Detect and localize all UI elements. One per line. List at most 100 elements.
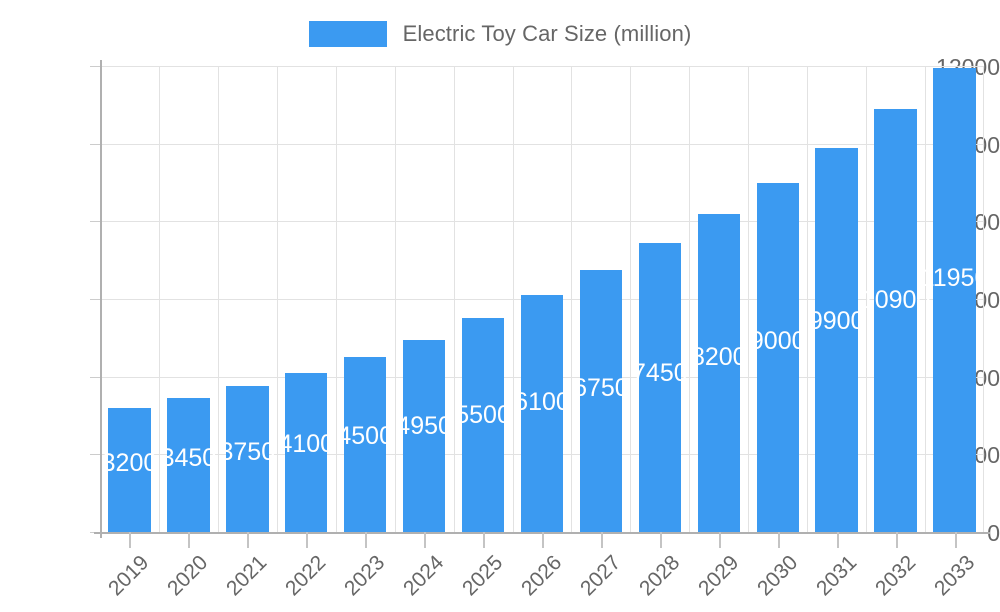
bar[interactable] [638, 242, 682, 532]
bar-group[interactable]: 4100 [278, 66, 334, 532]
x-tick-label: 2029 [693, 551, 744, 601]
y-tick-mark [90, 376, 100, 378]
x-gridline [218, 66, 219, 532]
x-gridline [689, 66, 690, 532]
x-tick-mark [954, 532, 957, 548]
bar[interactable] [874, 108, 917, 532]
bar[interactable] [343, 357, 387, 532]
bar-group[interactable]: 11950 [921, 66, 984, 532]
x-tick-mark [483, 532, 486, 548]
bar[interactable] [402, 339, 446, 532]
bar[interactable] [815, 147, 858, 532]
x-tick-mark [895, 532, 898, 548]
bar[interactable] [167, 398, 210, 532]
x-tick-mark [306, 532, 309, 548]
x-gridline [925, 66, 926, 532]
bar[interactable] [697, 213, 740, 532]
bar-value-label: 4950 [396, 412, 452, 441]
x-tick-label: 2026 [516, 551, 567, 601]
bar-value-label: 10900 [860, 286, 931, 315]
bar[interactable] [461, 318, 505, 532]
x-gridline [454, 66, 455, 532]
bar-group[interactable]: 10900 [861, 66, 930, 532]
bar-value-label: 3200 [101, 449, 158, 478]
x-gridline [571, 66, 572, 532]
bar-value-label: 9900 [808, 307, 865, 336]
x-gridline [630, 66, 631, 532]
bar-group[interactable]: 9000 [750, 66, 806, 532]
x-tick-mark [600, 532, 603, 548]
bar-group[interactable]: 5500 [455, 66, 511, 532]
y-gridline [100, 66, 984, 67]
bar-value-label: 8200 [690, 343, 747, 372]
bar[interactable] [520, 295, 564, 532]
legend-series-label: Electric Toy Car Size (million) [402, 21, 692, 46]
x-tick-mark [718, 532, 721, 548]
x-tick-label: 2019 [104, 551, 154, 601]
x-gridline [513, 66, 514, 532]
legend-color-swatch [308, 21, 387, 47]
bar-value-label: 9000 [749, 326, 806, 355]
bar-group[interactable]: 6100 [514, 66, 570, 532]
x-gridline [807, 66, 808, 532]
bar-group[interactable]: 4950 [396, 66, 452, 532]
x-tick-label: 2030 [752, 551, 802, 601]
bar-group[interactable]: 8200 [691, 66, 747, 532]
bar-group[interactable]: 3750 [220, 66, 275, 532]
x-tick-label: 2033 [929, 551, 979, 601]
y-gridline [100, 221, 984, 223]
bar-group[interactable]: 9900 [809, 66, 864, 532]
x-tick-mark [659, 532, 662, 548]
y-tick-mark [90, 221, 100, 223]
bar[interactable] [285, 372, 328, 532]
x-tick-mark [188, 532, 191, 548]
bar-group[interactable]: 3450 [161, 66, 216, 532]
y-gridline [100, 143, 984, 145]
x-tick-label: 2020 [163, 551, 213, 601]
x-tick-mark [542, 532, 544, 548]
y-tick-label: 0 [987, 520, 1000, 546]
bar-group[interactable]: 7450 [632, 66, 688, 532]
x-tick-label: 2025 [458, 551, 508, 601]
bar-value-label: 4500 [337, 421, 393, 450]
x-tick-label: 2023 [340, 551, 390, 601]
bar[interactable] [226, 386, 269, 532]
bar-value-label: 6100 [514, 387, 570, 416]
x-tick-mark [836, 532, 839, 548]
x-tick-label: 2027 [575, 551, 626, 601]
bar-value-label: 11950 [920, 264, 984, 293]
y-tick-mark [90, 454, 100, 456]
y-tick-mark [90, 66, 100, 67]
x-gridline [277, 66, 278, 532]
x-tick-label: 2024 [399, 551, 449, 601]
x-gridline [748, 66, 749, 532]
bar[interactable] [933, 67, 976, 532]
x-tick-label: 2031 [811, 551, 861, 601]
bar[interactable] [108, 407, 151, 532]
x-tick-label: 2022 [281, 551, 331, 601]
x-tick-mark [247, 532, 250, 548]
bar-group[interactable]: 3200 [102, 66, 157, 532]
bar-value-label: 3450 [160, 443, 217, 472]
bar[interactable] [579, 269, 623, 532]
bar-value-label: 6750 [573, 374, 629, 403]
chart-legend: Electric Toy Car Size (million) [0, 14, 1000, 54]
x-gridline [159, 66, 160, 532]
x-tick-mark [129, 532, 132, 548]
x-tick-label: 2032 [870, 551, 920, 601]
bar-value-label: 4100 [278, 430, 335, 459]
x-gridline [983, 66, 984, 532]
x-gridline [395, 66, 396, 532]
x-tick-label: 2028 [634, 551, 685, 601]
bar-group[interactable]: 4500 [337, 66, 393, 532]
bar-value-label: 3750 [219, 437, 276, 466]
bar[interactable] [756, 182, 799, 532]
x-tick-mark [365, 532, 368, 548]
bar-group[interactable]: 6750 [573, 66, 629, 532]
x-tick-mark [777, 532, 780, 548]
x-tick-label: 2021 [222, 551, 272, 601]
x-gridline [336, 66, 337, 532]
x-gridline [866, 66, 867, 532]
bar-value-label: 7450 [632, 359, 688, 388]
